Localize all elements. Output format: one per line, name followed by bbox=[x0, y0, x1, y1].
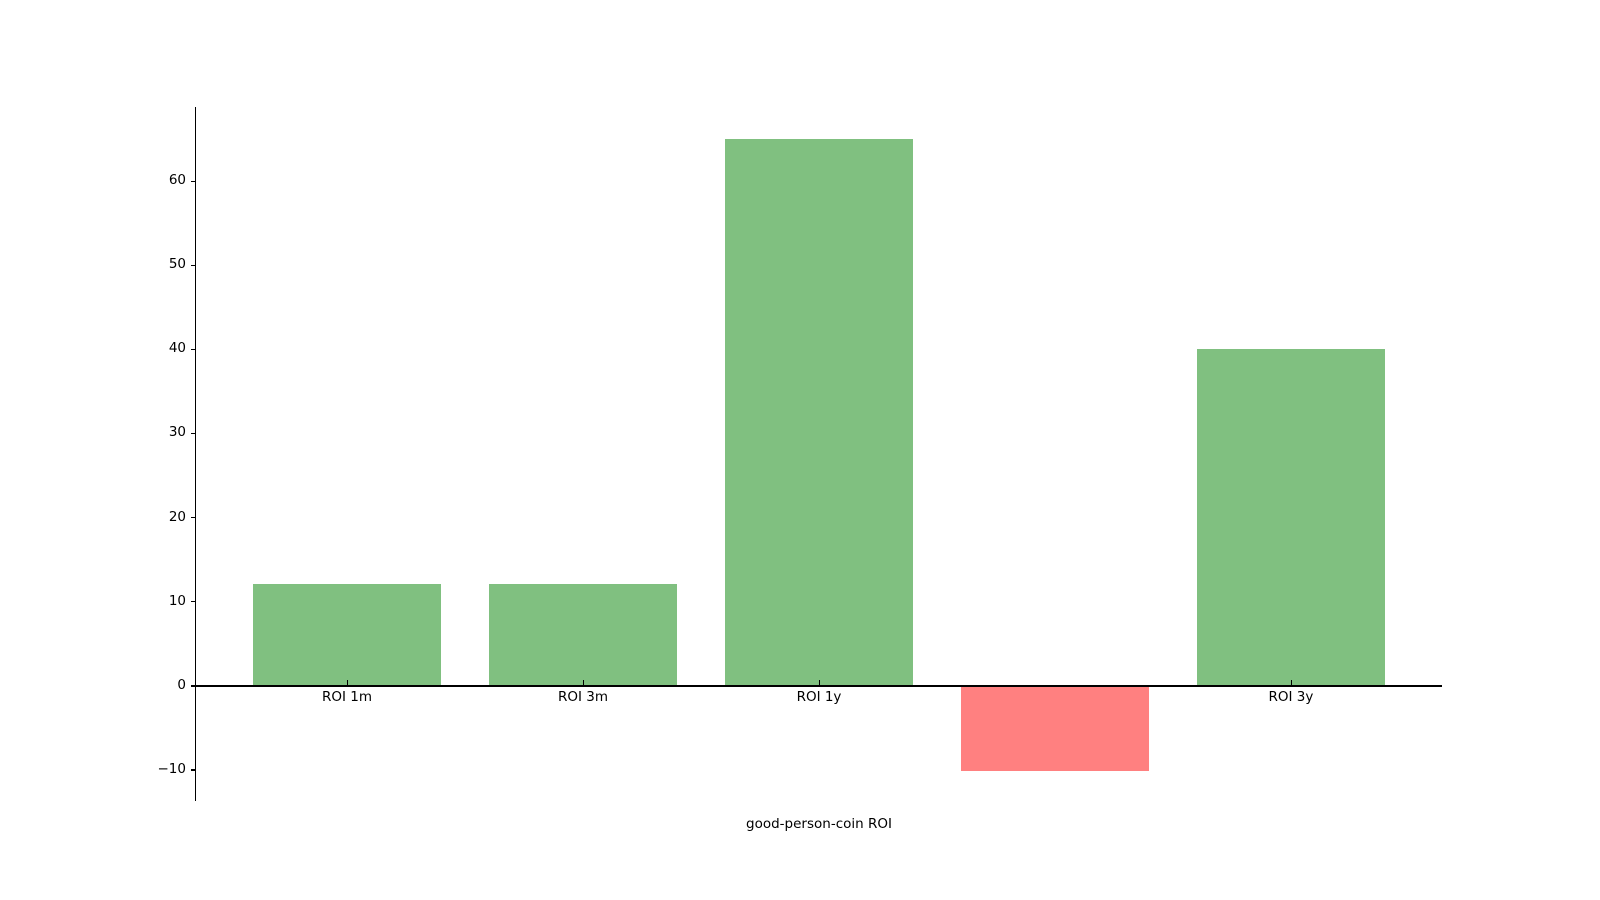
x-tick-label: ROI 1m bbox=[322, 689, 373, 706]
x-tick bbox=[1290, 680, 1292, 686]
x-axis-spine bbox=[196, 685, 1442, 687]
y-tick-label: 10 bbox=[168, 592, 186, 609]
y-tick bbox=[191, 601, 195, 603]
y-tick-label: 0 bbox=[177, 676, 186, 693]
y-tick-label: −10 bbox=[157, 760, 187, 777]
y-tick bbox=[191, 685, 195, 687]
y-tick bbox=[191, 264, 195, 266]
bar bbox=[960, 686, 1150, 771]
y-tick-label: 30 bbox=[168, 424, 186, 441]
bar bbox=[252, 584, 442, 686]
x-tick-label: ROI 3m bbox=[557, 689, 609, 706]
y-tick bbox=[191, 180, 195, 182]
y-tick bbox=[191, 769, 195, 771]
x-tick bbox=[819, 680, 820, 686]
bar bbox=[1196, 348, 1386, 686]
x-tick-label: ROI 1y bbox=[796, 689, 842, 706]
y-tick bbox=[191, 348, 195, 351]
x-tick bbox=[347, 680, 349, 686]
y-tick bbox=[191, 517, 195, 519]
y-tick-label: 40 bbox=[168, 340, 186, 357]
bar bbox=[488, 584, 678, 686]
x-tick-label: ROI 3y bbox=[1268, 689, 1314, 706]
y-tick-label: 50 bbox=[168, 256, 186, 273]
chart-title: good-person-coin ROI bbox=[746, 816, 892, 832]
y-tick-label: 20 bbox=[168, 508, 186, 525]
x-tick bbox=[583, 680, 584, 686]
y-axis-spine bbox=[195, 107, 196, 801]
y-tick-label: 60 bbox=[168, 172, 186, 189]
y-tick bbox=[191, 432, 195, 435]
bar bbox=[724, 138, 914, 686]
